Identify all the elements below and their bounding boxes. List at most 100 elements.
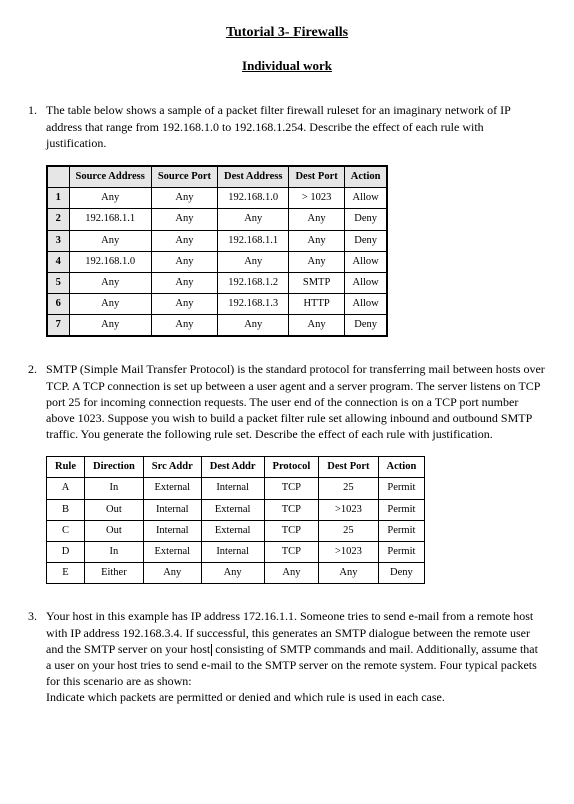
table-cell: TCP xyxy=(264,478,319,499)
table-header: Src Addr xyxy=(143,457,201,478)
table-header: Dest Addr xyxy=(201,457,264,478)
table-cell: 3 xyxy=(47,230,69,251)
table-row: 5AnyAny192.168.1.2SMTPAllow xyxy=(47,272,387,293)
table-cell: Any xyxy=(289,251,344,272)
table-cell: >1023 xyxy=(319,542,378,563)
table-cell: Allow xyxy=(344,294,387,315)
table-row: 7AnyAnyAnyAnyDeny xyxy=(47,315,387,337)
table-row: 2192.168.1.1AnyAnyAnyDeny xyxy=(47,209,387,230)
table-cell: Internal xyxy=(201,542,264,563)
table-cell: Any xyxy=(69,188,151,209)
question-1: 1. The table below shows a sample of a p… xyxy=(28,102,546,337)
table-cell: Allow xyxy=(344,272,387,293)
table-header: Rule xyxy=(47,457,85,478)
table-cell: 7 xyxy=(47,315,69,337)
table-cell: >1023 xyxy=(319,499,378,520)
table-cell: Any xyxy=(319,563,378,584)
question-3: 3. Your host in this example has IP addr… xyxy=(28,608,546,705)
table-cell: External xyxy=(143,478,201,499)
table-cell: C xyxy=(47,520,85,541)
table-cell: Any xyxy=(151,230,217,251)
table-cell: Allow xyxy=(344,188,387,209)
table-cell: 2 xyxy=(47,209,69,230)
table-row: BOutInternalExternalTCP>1023Permit xyxy=(47,499,425,520)
firewall-rules-table-2: RuleDirectionSrc AddrDest AddrProtocolDe… xyxy=(46,456,425,584)
table-cell: 5 xyxy=(47,272,69,293)
table-row: AInExternalInternalTCP25Permit xyxy=(47,478,425,499)
table-header: Action xyxy=(344,166,387,188)
table-cell: Any xyxy=(264,563,319,584)
table-cell: 6 xyxy=(47,294,69,315)
table-cell: Either xyxy=(85,563,144,584)
table-header: Protocol xyxy=(264,457,319,478)
table-header: Source Port xyxy=(151,166,217,188)
table-cell: 192.168.1.1 xyxy=(69,209,151,230)
table-cell: Internal xyxy=(143,499,201,520)
table-row: 4192.168.1.0AnyAnyAnyAllow xyxy=(47,251,387,272)
table-cell: A xyxy=(47,478,85,499)
table-cell: TCP xyxy=(264,542,319,563)
table-cell: Any xyxy=(289,209,344,230)
table-cell: 192.168.1.0 xyxy=(69,251,151,272)
table-cell: Permit xyxy=(378,520,425,541)
table-cell: Any xyxy=(69,272,151,293)
question-2: 2. SMTP (Simple Mail Transfer Protocol) … xyxy=(28,361,546,584)
table-row: 1AnyAny192.168.1.0> 1023Allow xyxy=(47,188,387,209)
table-header: Dest Port xyxy=(289,166,344,188)
table-header: Dest Port xyxy=(319,457,378,478)
table-row: 3AnyAny192.168.1.1AnyDeny xyxy=(47,230,387,251)
table-cell: Any xyxy=(69,315,151,337)
table-cell: In xyxy=(85,478,144,499)
table-cell: TCP xyxy=(264,520,319,541)
table-header: Dest Address xyxy=(218,166,289,188)
table-cell: Deny xyxy=(344,230,387,251)
table-cell: Permit xyxy=(378,542,425,563)
table-cell: E xyxy=(47,563,85,584)
table-cell: 1 xyxy=(47,188,69,209)
table-row: DInExternalInternalTCP>1023Permit xyxy=(47,542,425,563)
table-cell: Any xyxy=(143,563,201,584)
table-header: Source Address xyxy=(69,166,151,188)
table-cell: Deny xyxy=(378,563,425,584)
table-cell: 25 xyxy=(319,520,378,541)
firewall-rules-table-1: Source AddressSource PortDest AddressDes… xyxy=(46,165,388,337)
page-subtitle: Individual work xyxy=(28,57,546,75)
table-header: Direction xyxy=(85,457,144,478)
table-cell: Any xyxy=(151,294,217,315)
table-cell: 192.168.1.3 xyxy=(218,294,289,315)
table-cell: Out xyxy=(85,499,144,520)
table-cell: External xyxy=(201,499,264,520)
table-cell: Deny xyxy=(344,315,387,337)
table-cell: Internal xyxy=(143,520,201,541)
table-cell: SMTP xyxy=(289,272,344,293)
table-cell: Permit xyxy=(378,478,425,499)
table-cell: Any xyxy=(289,315,344,337)
table-cell: 192.168.1.2 xyxy=(218,272,289,293)
table-cell: External xyxy=(201,520,264,541)
table-header: Action xyxy=(378,457,425,478)
table-cell: 4 xyxy=(47,251,69,272)
table-cell: Deny xyxy=(344,209,387,230)
table-cell: > 1023 xyxy=(289,188,344,209)
table-cell: Any xyxy=(69,230,151,251)
q1-number: 1. xyxy=(28,102,46,118)
table-header xyxy=(47,166,69,188)
table-cell: Any xyxy=(201,563,264,584)
table-cell: Any xyxy=(218,209,289,230)
table-row: 6AnyAny192.168.1.3HTTPAllow xyxy=(47,294,387,315)
table-cell: D xyxy=(47,542,85,563)
table-cell: HTTP xyxy=(289,294,344,315)
table-cell: Permit xyxy=(378,499,425,520)
table-cell: Internal xyxy=(201,478,264,499)
table-cell: Any xyxy=(151,251,217,272)
table-cell: External xyxy=(143,542,201,563)
table-cell: Any xyxy=(218,315,289,337)
table-cell: Any xyxy=(151,272,217,293)
table-cell: 25 xyxy=(319,478,378,499)
q3-number: 3. xyxy=(28,608,46,624)
table-cell: B xyxy=(47,499,85,520)
table-row: COutInternalExternalTCP25Permit xyxy=(47,520,425,541)
q2-text: SMTP (Simple Mail Transfer Protocol) is … xyxy=(46,361,546,442)
page-title: Tutorial 3- Firewalls xyxy=(28,24,546,43)
table-row: EEitherAnyAnyAnyAnyDeny xyxy=(47,563,425,584)
